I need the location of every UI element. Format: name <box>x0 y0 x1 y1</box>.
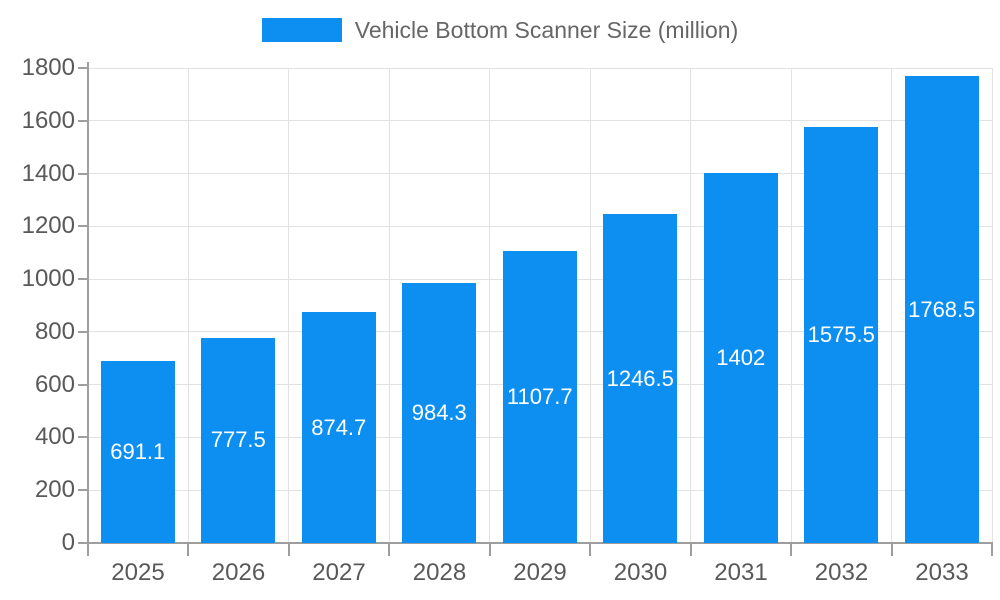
x-tick-label: 2026 <box>211 559 266 586</box>
legend-swatch-icon <box>261 18 342 42</box>
y-tick-label: 200 <box>34 476 75 504</box>
y-tick-label: 1600 <box>21 106 75 134</box>
y-tick-label: 1400 <box>21 159 75 187</box>
y-axis-line <box>86 62 89 556</box>
y-gridline <box>87 173 992 175</box>
x-axis-tick <box>589 544 591 556</box>
x-gridline <box>790 68 792 543</box>
x-axis-tick <box>488 544 491 556</box>
y-gridline <box>87 120 992 122</box>
bar: 1402 <box>703 173 778 543</box>
bar-value-label: 1246.5 <box>606 365 674 391</box>
x-gridline <box>891 68 892 543</box>
x-tick-label: 2027 <box>312 559 366 586</box>
bar: 777.5 <box>201 337 276 543</box>
y-tick-label: 600 <box>34 370 75 398</box>
y-tick-label: 1800 <box>21 54 75 81</box>
legend-label: Vehicle Bottom Scanner Size (million) <box>354 16 739 43</box>
bar-value-label: 777.5 <box>210 427 266 453</box>
bar-value-label: 691.1 <box>110 438 166 464</box>
y-tick-label: 1200 <box>21 212 75 240</box>
y-axis-tick <box>77 225 88 228</box>
x-axis-tick <box>388 544 390 556</box>
y-gridline <box>87 225 992 227</box>
x-tick-label: 2029 <box>513 559 567 586</box>
y-axis-tick <box>77 489 88 492</box>
x-axis-tick <box>86 544 89 556</box>
bar: 1246.5 <box>603 214 678 543</box>
bar: 1575.5 <box>804 127 879 543</box>
x-axis-line <box>86 542 993 544</box>
y-axis-tick <box>77 278 88 281</box>
bar: 984.3 <box>402 283 477 543</box>
bar-value-label: 1107.7 <box>506 383 573 409</box>
bar: 691.1 <box>100 360 175 543</box>
y-tick-label: 800 <box>34 317 75 345</box>
x-axis-tick <box>991 544 993 556</box>
x-tick-label: 2025 <box>111 559 165 586</box>
x-gridline <box>690 68 691 543</box>
x-axis-tick <box>187 544 189 556</box>
y-tick-label: 400 <box>34 423 75 451</box>
y-axis-tick <box>77 67 88 69</box>
x-axis-tick <box>790 544 792 556</box>
x-gridline <box>288 68 289 543</box>
x-tick-label: 2030 <box>613 559 668 586</box>
bar: 874.7 <box>301 312 376 543</box>
x-gridline <box>489 68 490 543</box>
y-axis-tick <box>77 172 88 175</box>
bar-value-label: 1575.5 <box>807 322 875 348</box>
y-axis-tick <box>77 330 88 333</box>
y-axis-tick <box>77 542 88 544</box>
y-axis-tick <box>77 383 88 386</box>
x-tick-label: 2031 <box>714 559 768 586</box>
y-axis-tick <box>77 436 88 439</box>
x-gridline <box>991 68 993 543</box>
bar-value-label: 1402 <box>716 345 766 370</box>
x-gridline <box>589 68 591 543</box>
x-tick-label: 2028 <box>412 559 467 586</box>
x-tick-label: 2032 <box>814 559 869 586</box>
bar: 1768.5 <box>904 76 979 543</box>
x-tick-label: 2033 <box>915 559 969 586</box>
y-axis-tick <box>77 119 88 122</box>
x-axis-tick <box>890 544 893 556</box>
y-tick-label: 1000 <box>21 265 75 293</box>
x-gridline <box>388 68 390 543</box>
x-axis-tick <box>689 544 692 556</box>
bar: 1107.7 <box>502 250 577 543</box>
bar-value-label: 1768.5 <box>908 296 976 322</box>
legend[interactable]: Vehicle Bottom Scanner Size (million) <box>0 16 1000 44</box>
bar-value-label: 984.3 <box>411 400 467 426</box>
x-axis-tick <box>287 544 290 556</box>
bar-value-label: 874.7 <box>311 414 367 440</box>
x-gridline <box>187 68 189 543</box>
y-tick-label: 0 <box>61 529 75 556</box>
y-gridline <box>87 67 992 69</box>
